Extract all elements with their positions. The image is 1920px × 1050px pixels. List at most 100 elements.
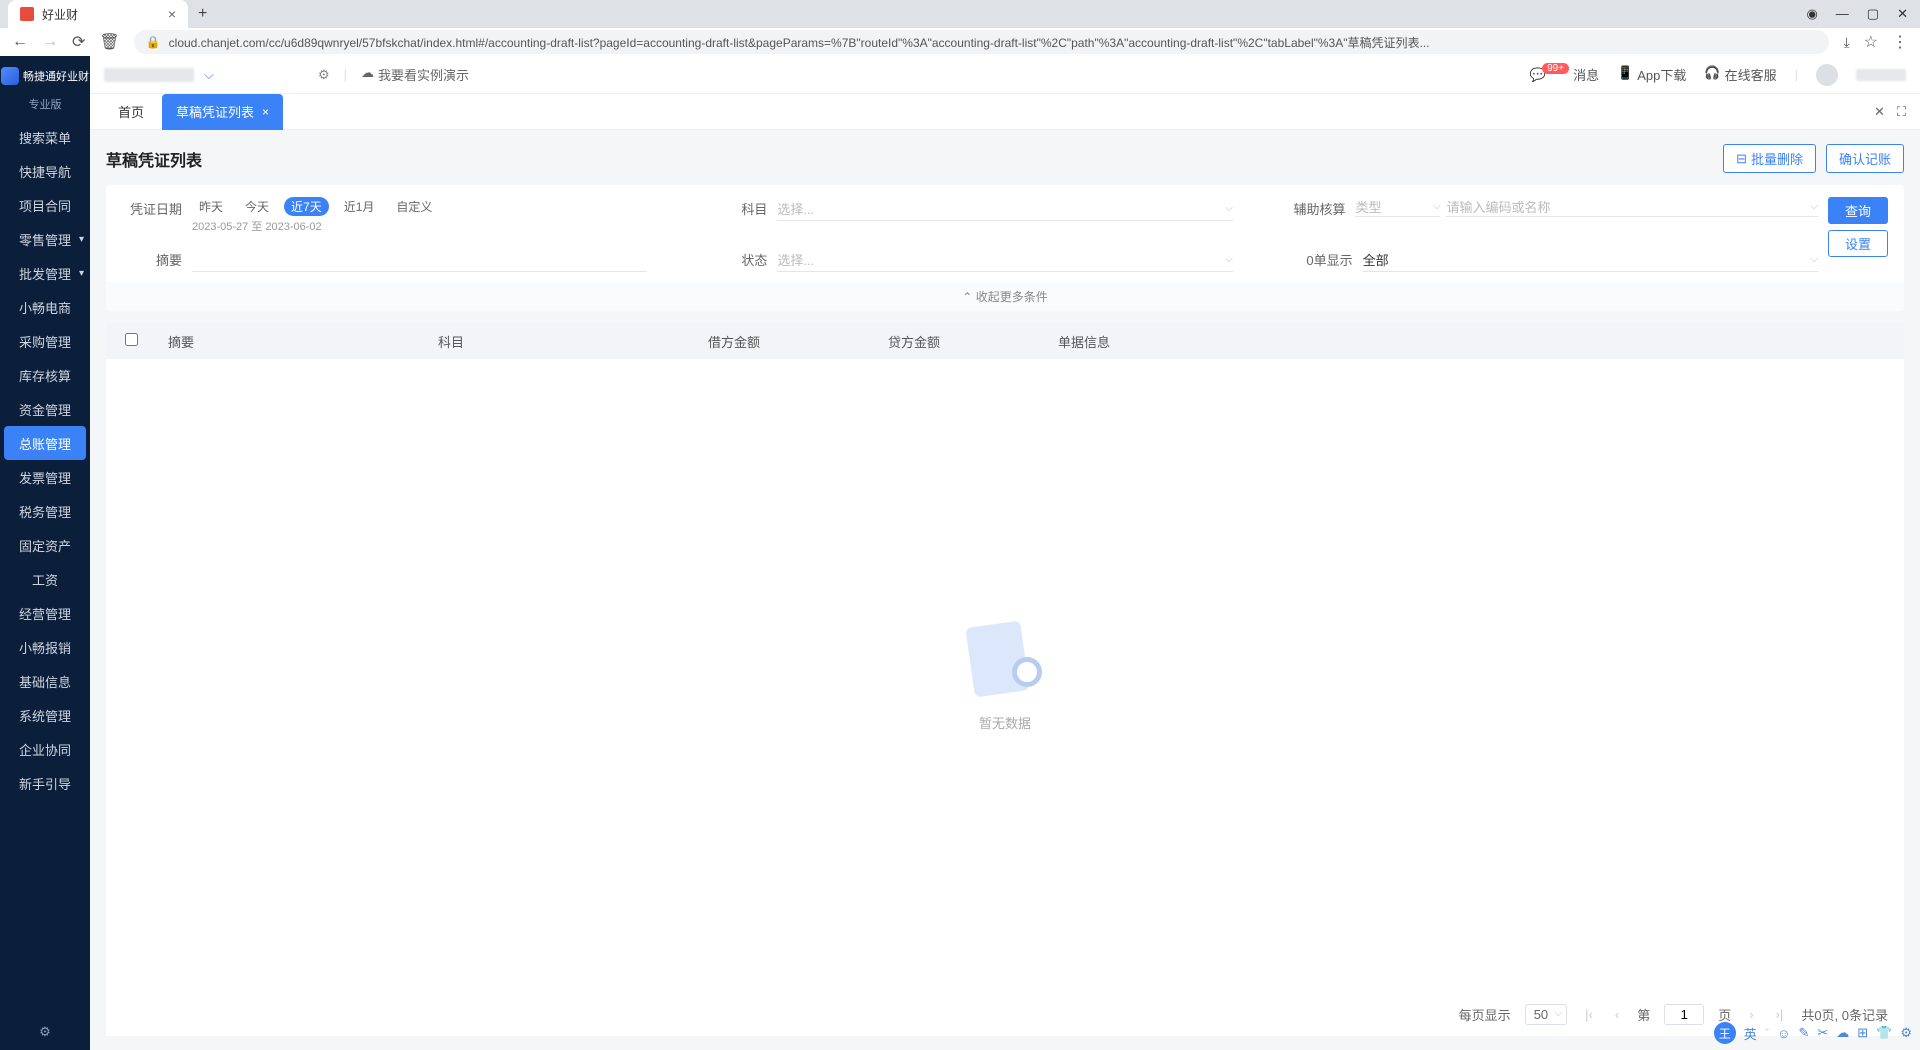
messages-link[interactable]: 💬 99+ 消息 (1530, 65, 1599, 84)
demo-link[interactable]: ☁ 我要看实例演示 (361, 65, 469, 84)
app-header: ⌵ ⚙ | ☁ 我要看实例演示 💬 99+ 消息 📱 App下载 🎧 (90, 56, 1920, 94)
product-name: 畅捷通好业财 (23, 68, 89, 84)
date-quick-option[interactable]: 自定义 (389, 197, 439, 216)
sidebar-item[interactable]: 发票管理 (0, 460, 90, 494)
support-link[interactable]: 🎧 在线客服 (1704, 65, 1776, 84)
data-table: 摘要 科目 借方金额 贷方金额 单据信息 暂无数据 每页显示 50 (106, 323, 1904, 1036)
reload-icon[interactable]: ⟳ (72, 32, 85, 52)
forward-icon[interactable]: → (42, 33, 58, 51)
sidebar-item[interactable]: 基础信息 (0, 664, 90, 698)
sidebar-item[interactable]: 总账管理 (4, 426, 86, 460)
per-page-select[interactable]: 50 ⌵ (1525, 1004, 1567, 1025)
close-window-icon[interactable]: ✕ (1897, 6, 1908, 22)
gear-icon: ⚙ (39, 1024, 51, 1039)
status-select[interactable]: 选择... ⌵ (777, 248, 1232, 272)
sidebar-item[interactable]: 采购管理 (0, 324, 90, 358)
main-area: ⌵ ⚙ | ☁ 我要看实例演示 💬 99+ 消息 📱 App下载 🎧 (90, 56, 1920, 1050)
avatar[interactable] (1816, 64, 1838, 86)
page-input[interactable] (1664, 1004, 1704, 1025)
sidebar-item[interactable]: 税务管理 (0, 494, 90, 528)
close-tab-icon[interactable]: × (168, 6, 176, 22)
app-download-link[interactable]: 📱 App下载 (1617, 65, 1686, 84)
window-controls: ◉ — ▢ ✕ (1806, 6, 1920, 22)
chevron-down-icon: ⌵ (1555, 1008, 1563, 1019)
sidebar-item[interactable]: 固定资产 (0, 528, 90, 562)
sidebar: 畅捷通好业财 专业版 搜索菜单快捷导航项目合同零售管理▾批发管理▾小畅电商采购管… (0, 56, 90, 1050)
back-icon[interactable]: ← (12, 33, 28, 51)
ime-lang[interactable]: 英 (1744, 1024, 1757, 1043)
last-page-button[interactable]: ›| (1772, 1007, 1788, 1022)
tray-edit-icon[interactable]: ✎ (1798, 1025, 1809, 1041)
zero-display-select[interactable]: 全部 ⌵ (1363, 248, 1818, 272)
collapse-filters-button[interactable]: ⌃ 收起更多条件 (106, 282, 1904, 311)
sidebar-item[interactable]: 小畅报销 (0, 630, 90, 664)
sidebar-item[interactable]: 项目合同 (0, 188, 90, 222)
sidebar-item[interactable]: 工资 (0, 562, 90, 596)
aux-code-input[interactable]: 请输入编码或名称 ⌵ (1446, 197, 1818, 217)
menu-icon[interactable]: ⋮ (1892, 32, 1908, 52)
tray-cloud-icon[interactable]: ☁ (1836, 1025, 1849, 1041)
delete-icon[interactable]: 🗑 (99, 32, 119, 52)
sidebar-item[interactable]: 小畅电商 (0, 290, 90, 324)
org-selector[interactable]: ⌵ (104, 67, 304, 83)
product-logo: 畅捷通好业财 (0, 56, 90, 96)
confirm-post-button[interactable]: 确认记账 (1826, 144, 1904, 173)
account-icon[interactable]: ◉ (1806, 6, 1817, 22)
sidebar-item[interactable]: 搜索菜单 (0, 120, 90, 154)
ime-icon[interactable]: 王 (1714, 1022, 1736, 1044)
install-icon[interactable]: ⤓ (1843, 34, 1849, 51)
select-all-checkbox[interactable] (106, 333, 156, 349)
minimize-icon[interactable]: — (1836, 6, 1849, 22)
filter-panel: 凭证日期 昨天今天近7天近1月自定义 2023-05-27 至 2023-06-… (106, 185, 1904, 311)
system-tray: 王 英 ˇ ☺ ✎ ✂ ☁ ⊞ 👕 ⚙ (1714, 1022, 1912, 1044)
filter-subject: 科目 选择... ⌵ (707, 197, 1232, 234)
tray-person-icon[interactable]: 👕 (1876, 1025, 1892, 1041)
batch-delete-button[interactable]: ⊟ 批量删除 (1723, 144, 1816, 173)
star-icon[interactable]: ☆ (1864, 32, 1878, 52)
sidebar-item[interactable]: 经营管理 (0, 596, 90, 630)
tray-emoji-icon[interactable]: ☺ (1777, 1026, 1790, 1041)
sidebar-item[interactable]: 零售管理▾ (0, 222, 90, 256)
checkbox[interactable] (125, 333, 138, 346)
sidebar-item[interactable]: 系统管理 (0, 698, 90, 732)
sidebar-item[interactable]: 资金管理 (0, 392, 90, 426)
page-prefix: 第 (1637, 1005, 1650, 1024)
close-all-icon[interactable]: ✕ (1874, 104, 1885, 120)
summary-input[interactable] (192, 248, 647, 272)
maximize-icon[interactable]: ▢ (1867, 6, 1879, 22)
date-quick-option[interactable]: 今天 (238, 197, 276, 216)
date-quick-option[interactable]: 近1月 (337, 197, 382, 216)
settings-gear[interactable]: ⚙ (0, 1014, 90, 1050)
query-button[interactable]: 查询 (1828, 197, 1888, 224)
date-quick-option[interactable]: 近7天 (284, 197, 329, 216)
tab-home[interactable]: 首页 (104, 94, 158, 130)
headset-icon: 🎧 (1704, 65, 1720, 84)
subject-select[interactable]: 选择... ⌵ (777, 197, 1232, 221)
tray-grid-icon[interactable]: ⊞ (1857, 1025, 1868, 1041)
next-page-button[interactable]: › (1745, 1007, 1757, 1022)
prev-page-button[interactable]: ‹ (1611, 1007, 1623, 1022)
new-tab-button[interactable]: + (188, 5, 217, 23)
first-page-button[interactable]: |‹ (1581, 1007, 1597, 1022)
settings-button[interactable]: 设置 (1828, 230, 1888, 257)
cloud-icon: ☁ (361, 65, 374, 84)
browser-tab[interactable]: 好业财 × (8, 0, 188, 28)
tray-settings-icon[interactable]: ⚙ (1900, 1025, 1912, 1041)
close-tab-icon[interactable]: × (262, 105, 269, 119)
sidebar-item[interactable]: 库存核算 (0, 358, 90, 392)
tab-draft-voucher-list[interactable]: 草稿凭证列表 × (162, 94, 283, 130)
content-area: 草稿凭证列表 ⊟ 批量删除 确认记账 凭证日期 (90, 130, 1920, 1050)
date-quick-option[interactable]: 昨天 (192, 197, 230, 216)
delete-icon: ⊟ (1736, 151, 1747, 167)
col-credit: 贷方金额 (876, 332, 1046, 351)
url-field[interactable]: 🔒 cloud.chanjet.com/cc/u6d89qwnryel/57bf… (134, 30, 1830, 54)
sidebar-item[interactable]: 新手引导 (0, 766, 90, 800)
org-settings-icon[interactable]: ⚙ (318, 67, 330, 83)
date-range-text: 2023-05-27 至 2023-06-02 (192, 218, 647, 234)
fullscreen-icon[interactable]: ⛶ (1897, 104, 1906, 120)
sidebar-item[interactable]: 批发管理▾ (0, 256, 90, 290)
sidebar-item[interactable]: 快捷导航 (0, 154, 90, 188)
tray-scissors-icon[interactable]: ✂ (1817, 1025, 1828, 1041)
aux-type-select[interactable]: 类型 ⌵ (1355, 197, 1440, 217)
sidebar-item[interactable]: 企业协同 (0, 732, 90, 766)
